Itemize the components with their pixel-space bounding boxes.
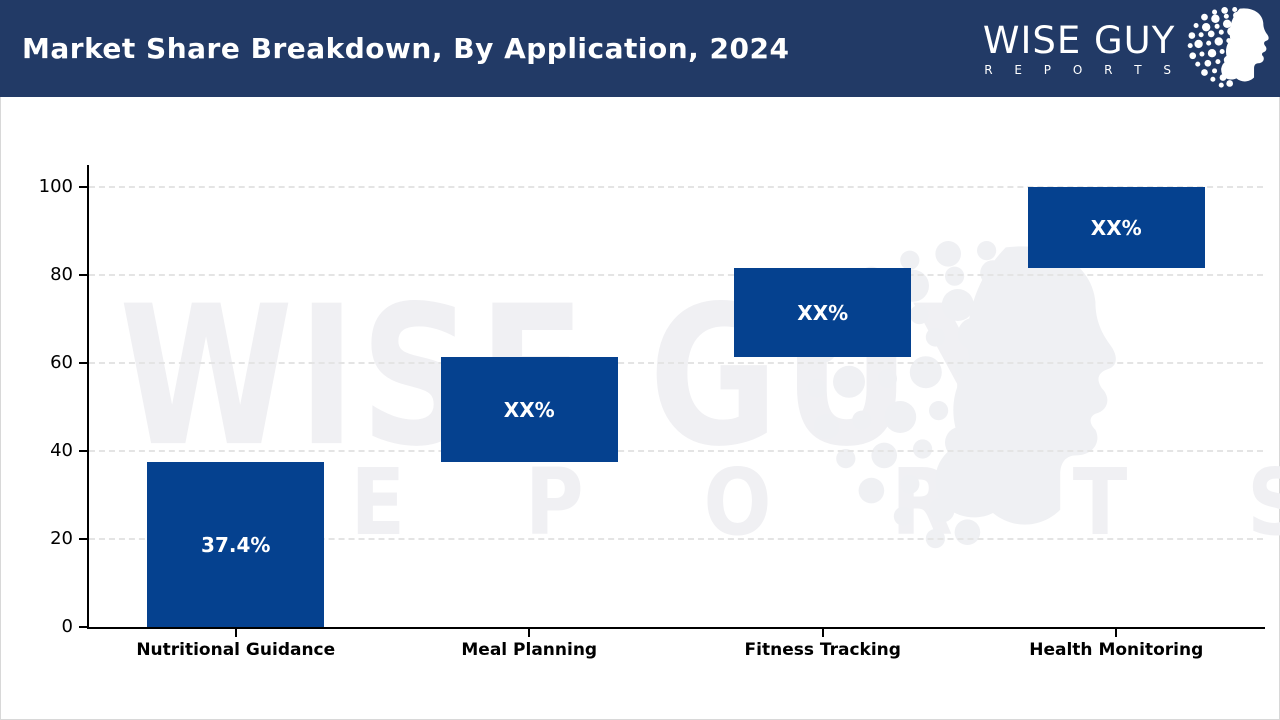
waterfall-chart: WISE GUY R E P O R T S 02040608010037.4%…: [0, 97, 1280, 720]
bar-value-label: XX%: [797, 300, 849, 325]
y-tick-mark: [79, 538, 87, 540]
logo-wordmark-line1: WISE GUY: [982, 18, 1176, 62]
x-tick-mark: [1115, 629, 1118, 637]
y-tick-mark: [79, 450, 87, 452]
y-tick-label: 60: [50, 352, 73, 373]
y-tick-label: 20: [50, 528, 73, 549]
logo-wordmark-line2: R E P O R T S: [984, 62, 1180, 77]
category-label: Fitness Tracking: [744, 640, 901, 660]
bar-segment: XX%: [440, 356, 618, 463]
y-axis-line: [87, 165, 89, 629]
y-tick-mark: [79, 362, 87, 364]
category-label: Health Monitoring: [1029, 640, 1204, 660]
logo-face-icon: [1186, 7, 1270, 91]
y-tick-label: 100: [38, 176, 73, 197]
x-axis-line: [87, 627, 1265, 629]
category-label: Nutritional Guidance: [136, 640, 336, 660]
y-tick-mark: [79, 274, 87, 276]
gridline: [89, 538, 1263, 540]
bar-segment: 37.4%: [147, 462, 325, 627]
y-tick-label: 0: [61, 616, 73, 637]
y-tick-mark: [79, 186, 87, 188]
gridline: [89, 274, 1263, 276]
x-tick-mark: [234, 629, 237, 637]
bar-segment: XX%: [1027, 187, 1205, 269]
bar-value-label: XX%: [1090, 215, 1142, 240]
bar-segment: XX%: [734, 268, 912, 357]
wiseguy-logo: WISE GUY R E P O R T S: [978, 4, 1270, 94]
x-tick-mark: [821, 629, 824, 637]
gridline: [89, 362, 1263, 364]
header: Market Share Breakdown, By Application, …: [0, 0, 1280, 97]
x-tick-mark: [528, 629, 531, 637]
gridline: [89, 450, 1263, 452]
bar-value-label: 37.4%: [201, 532, 271, 557]
page-title: Market Share Breakdown, By Application, …: [22, 32, 790, 65]
gridline: [89, 186, 1263, 188]
logo-wordmark: WISE GUY R E P O R T S: [978, 18, 1180, 78]
y-tick-mark: [79, 626, 87, 628]
y-tick-label: 80: [50, 264, 73, 285]
category-label: Meal Planning: [461, 640, 598, 660]
bar-value-label: XX%: [503, 397, 555, 422]
y-tick-label: 40: [50, 440, 73, 461]
